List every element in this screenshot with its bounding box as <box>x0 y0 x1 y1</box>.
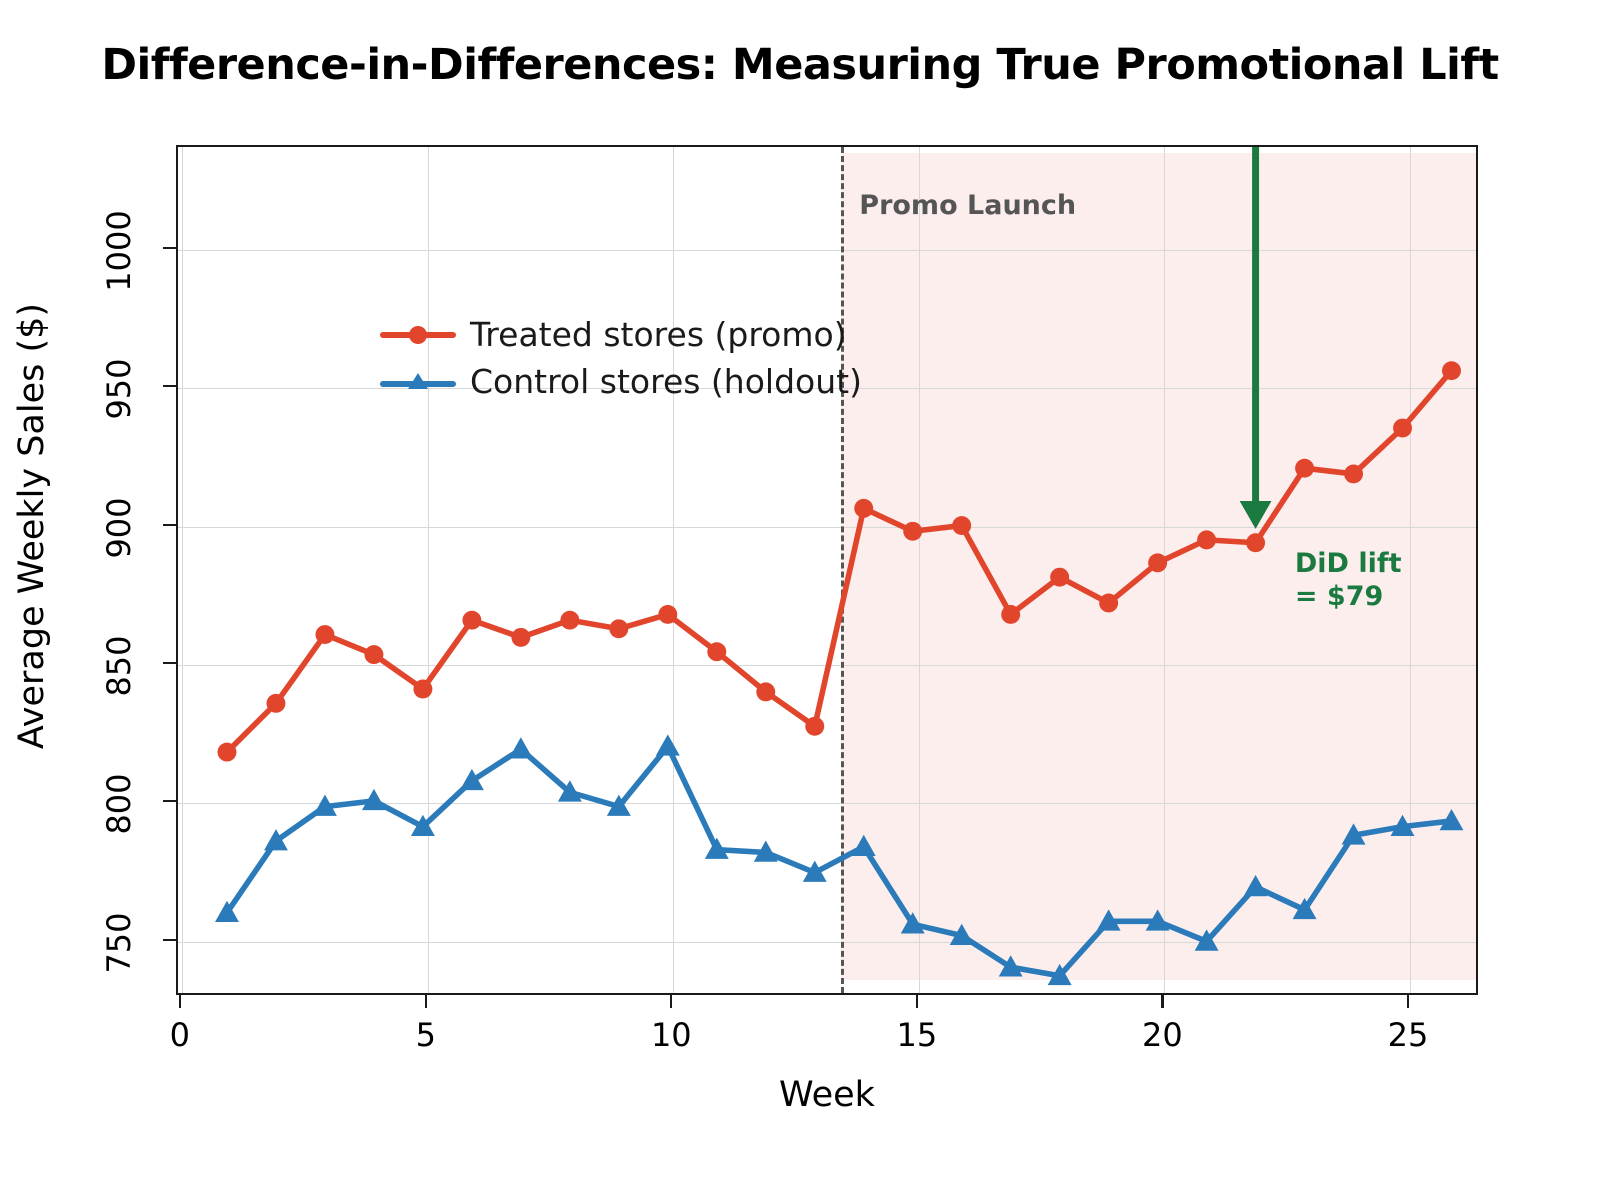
gridline-x-20 <box>1164 147 1166 993</box>
gridline-x-0 <box>182 147 184 993</box>
legend-label-treated: Treated stores (promo) <box>470 315 847 354</box>
legend-label-control: Control stores (holdout) <box>470 362 862 401</box>
x-axis-label: Week <box>779 1075 875 1115</box>
legend-swatch-control-icon <box>380 370 456 394</box>
gridline-y-950 <box>178 388 1476 390</box>
gridline-x-15 <box>919 147 921 993</box>
ytickmark-1000 <box>163 247 176 250</box>
chart-title: Difference-in-Differences: Measuring Tru… <box>101 40 1499 90</box>
gridline-y-750 <box>178 942 1476 944</box>
legend-item-control[interactable]: Control stores (holdout) <box>380 358 862 405</box>
ytick-label-1000: 1000 <box>100 210 138 292</box>
xtickmark-25 <box>1406 995 1410 1008</box>
chart-legend: Treated stores (promo) Control stores (h… <box>374 307 872 409</box>
gridline-y-900 <box>178 527 1476 529</box>
gridline-x-10 <box>673 147 675 993</box>
xtickmark-0 <box>178 995 181 1008</box>
ytickmark-800 <box>163 800 176 803</box>
gridline-y-800 <box>178 803 1476 805</box>
xtick-label-25: 25 <box>1387 1016 1429 1054</box>
ytickmark-750 <box>163 939 176 942</box>
ytick-label-750: 750 <box>100 912 138 974</box>
promo-launch-divider <box>841 147 845 993</box>
xtickmark-20 <box>1161 995 1164 1008</box>
gridline-y-1000 <box>178 250 1476 252</box>
ytickmark-950 <box>163 385 176 388</box>
ytick-label-900: 900 <box>100 497 138 559</box>
did-lift-annotation: DiD lift = $79 <box>1295 548 1402 614</box>
xtickmark-15 <box>915 995 919 1008</box>
ytickmark-850 <box>163 662 176 665</box>
y-axis-label: Average Weekly Sales ($) <box>12 302 52 750</box>
xtickmark-10 <box>670 995 673 1008</box>
xtick-label-5: 5 <box>415 1016 436 1054</box>
did-lift-line2: = $79 <box>1294 581 1384 613</box>
xtick-label-15: 15 <box>896 1016 938 1054</box>
did-lift-line1: DiD lift <box>1294 548 1402 580</box>
ytick-label-800: 800 <box>100 773 138 835</box>
gridline-x-5 <box>428 147 430 993</box>
ytick-label-950: 950 <box>100 358 138 420</box>
xtick-label-20: 20 <box>1142 1016 1183 1054</box>
series-control-stores <box>215 734 1464 986</box>
ytick-label-850: 850 <box>100 635 138 697</box>
promo-launch-label: Promo Launch <box>859 190 1077 222</box>
legend-swatch-treated-icon <box>380 323 456 347</box>
xtick-label-10: 10 <box>650 1016 692 1054</box>
series-treated-stores <box>217 361 1461 762</box>
legend-item-treated[interactable]: Treated stores (promo) <box>380 311 862 358</box>
series-layer <box>215 147 1464 986</box>
ytickmark-900 <box>163 524 176 527</box>
plot-area: Promo Launch DiD lift = $79 Treated store… <box>176 145 1478 995</box>
did-lift-arrow <box>1239 147 1272 529</box>
gridline-x-25 <box>1410 147 1412 993</box>
xtickmark-5 <box>424 995 427 1008</box>
xtick-label-0: 0 <box>169 1016 190 1054</box>
